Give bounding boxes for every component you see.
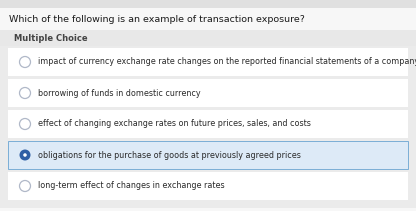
Text: borrowing of funds in domestic currency: borrowing of funds in domestic currency (38, 88, 201, 97)
Text: effect of changing exchange rates on future prices, sales, and costs: effect of changing exchange rates on fut… (38, 119, 311, 128)
Circle shape (20, 180, 30, 192)
Text: obligations for the purchase of goods at previously agreed prices: obligations for the purchase of goods at… (38, 150, 301, 160)
Circle shape (20, 150, 30, 161)
FancyBboxPatch shape (0, 30, 416, 46)
FancyBboxPatch shape (8, 141, 408, 169)
Text: impact of currency exchange rate changes on the reported financial statements of: impact of currency exchange rate changes… (38, 58, 416, 66)
FancyBboxPatch shape (8, 110, 408, 138)
Circle shape (20, 57, 30, 68)
Text: Multiple Choice: Multiple Choice (14, 34, 88, 43)
Text: long-term effect of changes in exchange rates: long-term effect of changes in exchange … (38, 181, 225, 191)
FancyBboxPatch shape (8, 48, 408, 76)
FancyBboxPatch shape (0, 0, 416, 8)
Circle shape (23, 153, 27, 157)
FancyBboxPatch shape (0, 30, 416, 208)
FancyBboxPatch shape (8, 79, 408, 107)
Text: Which of the following is an example of transaction exposure?: Which of the following is an example of … (9, 15, 305, 24)
Circle shape (20, 88, 30, 99)
Circle shape (20, 119, 30, 130)
FancyBboxPatch shape (8, 172, 408, 200)
